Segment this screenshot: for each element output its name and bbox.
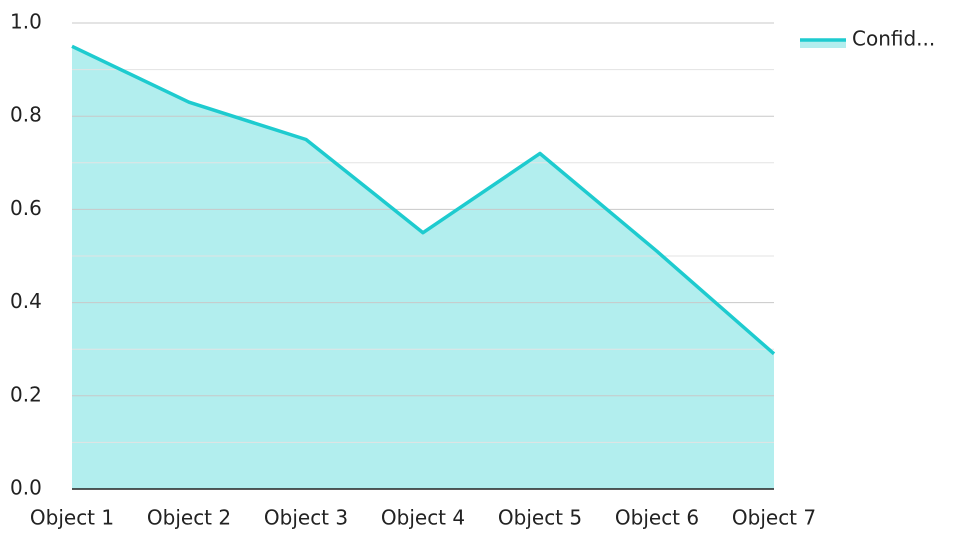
area-fill — [72, 46, 774, 490]
x-tick-label: Object 4 — [381, 506, 465, 530]
x-tick-label: Object 7 — [732, 506, 816, 530]
x-tick-label: Object 1 — [30, 506, 114, 530]
x-tick-label: Object 3 — [264, 506, 348, 530]
y-tick-label: 0.6 — [10, 196, 42, 220]
x-tick-label: Object 6 — [615, 506, 699, 530]
legend-swatch-fill — [800, 40, 846, 48]
x-tick-label: Object 2 — [147, 506, 231, 530]
y-tick-label: 0.8 — [10, 103, 42, 127]
y-tick-label: 1.0 — [10, 10, 42, 34]
legend-label: Confid... — [852, 27, 935, 51]
y-tick-label: 0.2 — [10, 382, 42, 406]
y-tick-label: 0.4 — [10, 289, 42, 313]
x-tick-label: Object 5 — [498, 506, 582, 530]
line — [71, 44, 776, 356]
y-tick-label: 0.0 — [10, 476, 42, 500]
